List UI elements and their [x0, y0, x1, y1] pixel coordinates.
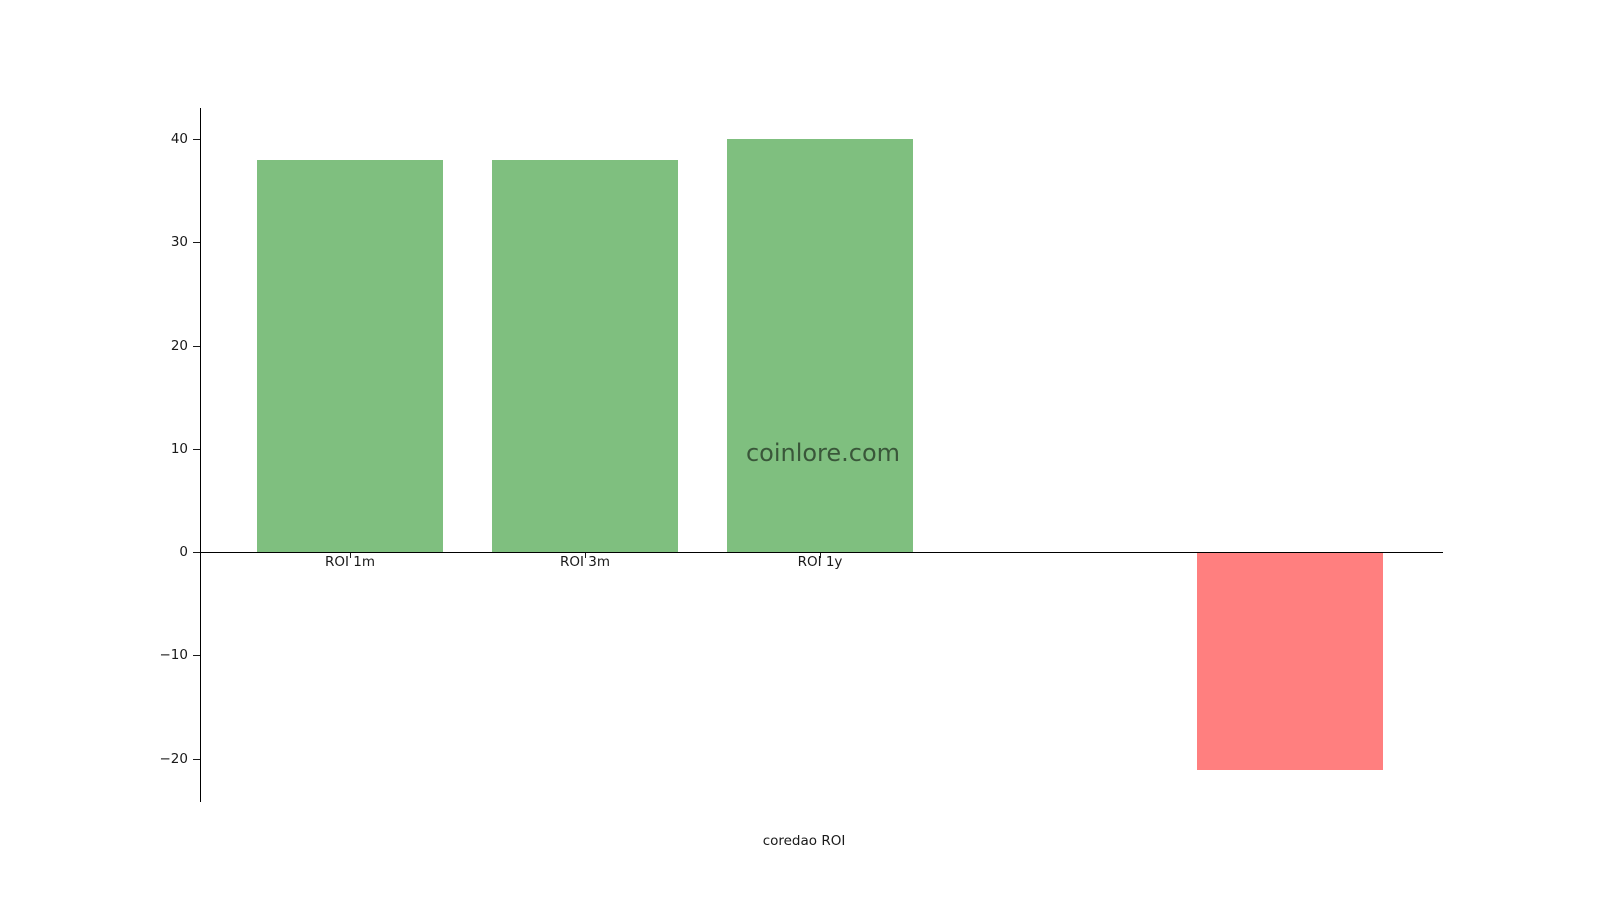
y-axis-spine [200, 108, 201, 802]
y-tick-mark [193, 655, 200, 657]
chart-title: coredao ROI [762, 833, 846, 849]
y-tick-label: 10 [170, 440, 188, 457]
x-tick-label: ROI 3m [559, 554, 611, 570]
watermark-text: coinlore.com [745, 439, 901, 467]
y-tick-label: 0 [179, 544, 188, 560]
x-tick-mark [350, 553, 351, 558]
y-tick-label: 30 [170, 234, 188, 251]
bar-roi-3m [492, 159, 678, 552]
y-tick-mark [193, 242, 200, 244]
y-tick-label: 20 [170, 337, 188, 354]
x-tick-mark [585, 553, 586, 558]
y-tick-mark [193, 758, 200, 760]
x-tick-mark [820, 553, 821, 558]
x-tick-label: ROI 1y [797, 554, 843, 570]
x-axis-zero-line [200, 552, 1443, 553]
y-tick-mark [193, 448, 200, 450]
y-tick-mark [193, 552, 200, 553]
x-tick-label: ROI 1m [324, 554, 376, 570]
bar-roi-1m [257, 159, 443, 552]
bar-slot-4 [1197, 553, 1383, 770]
y-tick-label: −20 [159, 750, 189, 767]
bar-roi-1y [727, 139, 913, 552]
y-tick-label: −10 [159, 647, 189, 664]
y-tick-mark [193, 345, 200, 347]
y-tick-label: 40 [170, 131, 188, 147]
y-tick-mark [193, 139, 200, 140]
